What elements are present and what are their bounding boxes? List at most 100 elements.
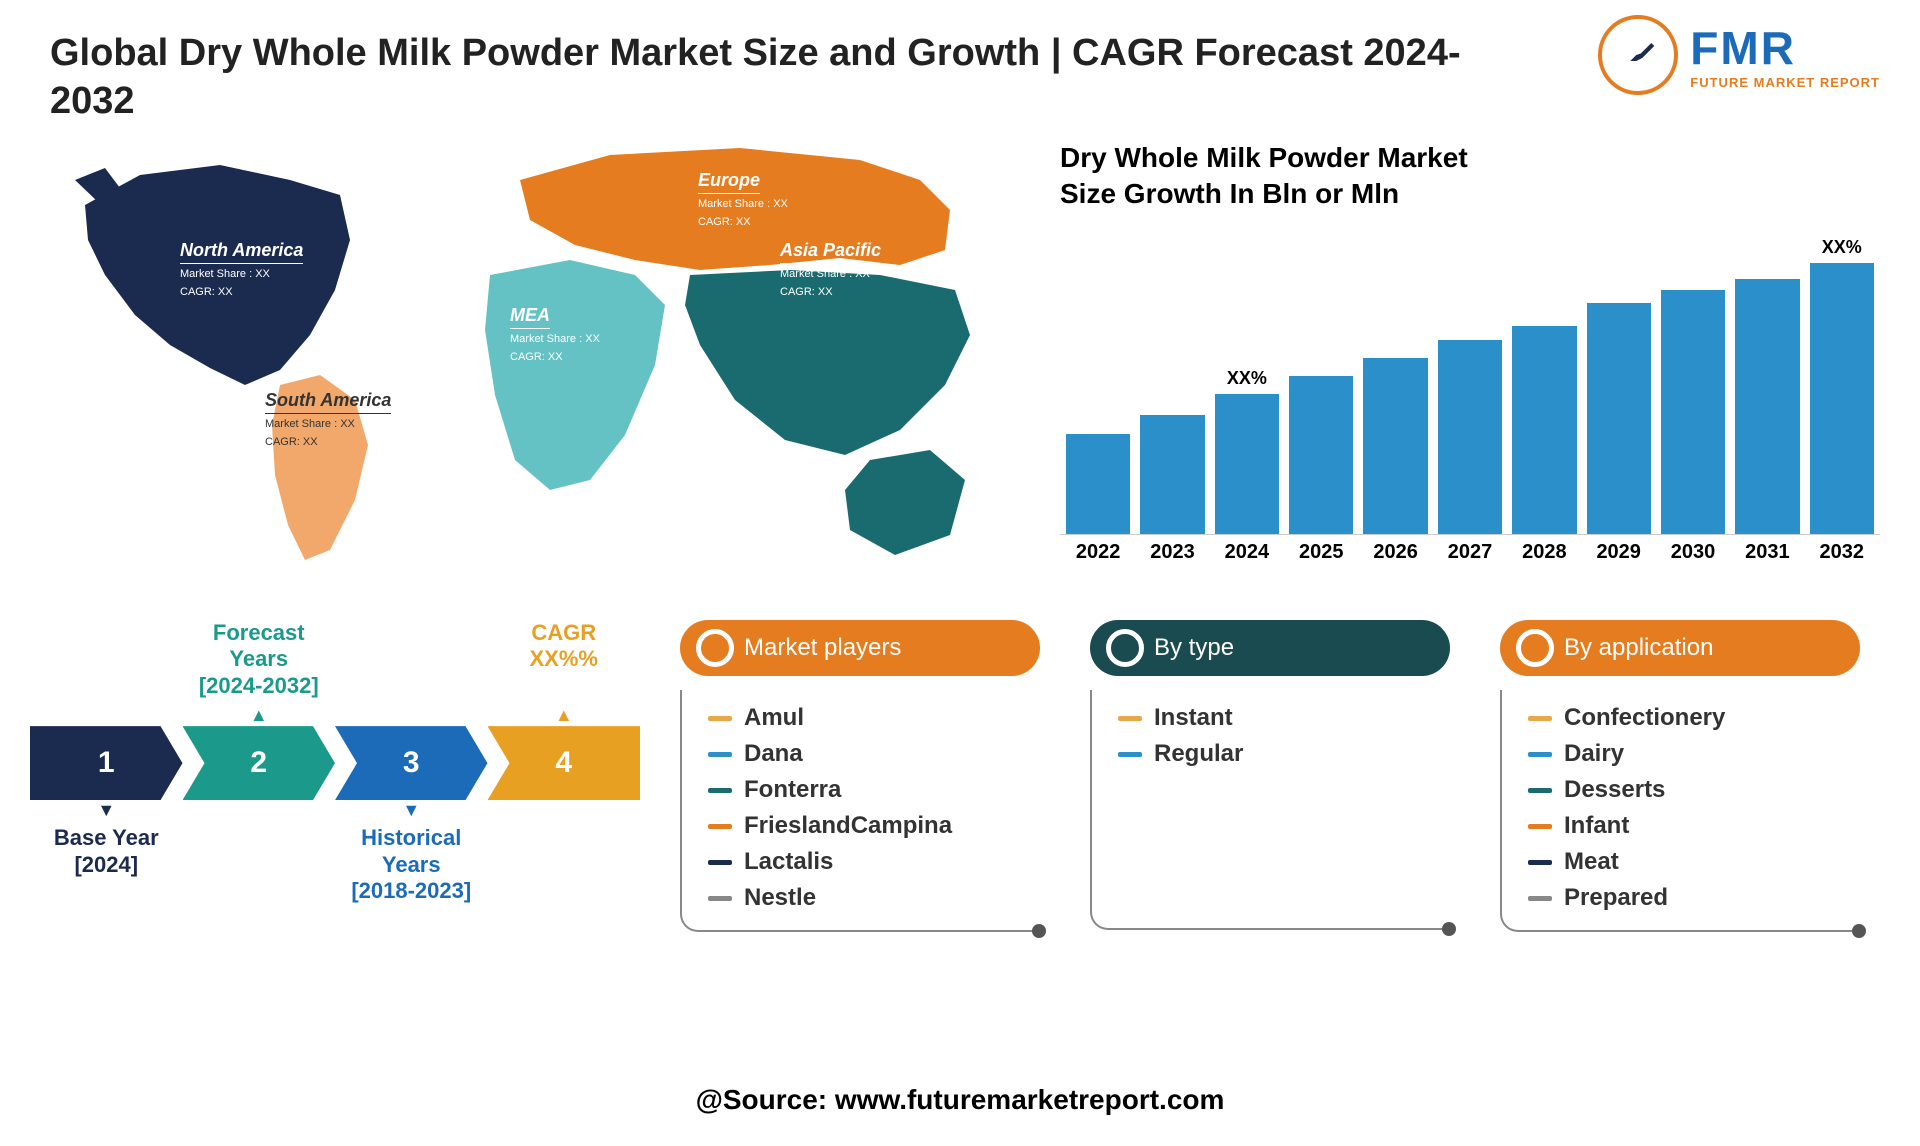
map-asia-pacific bbox=[685, 270, 970, 555]
category-marker bbox=[708, 752, 732, 757]
timeline-box: 3 bbox=[335, 726, 488, 800]
category-item: Lactalis bbox=[708, 848, 1022, 876]
category-item: Regular bbox=[1118, 740, 1432, 768]
region-cagr: CAGR: XX bbox=[698, 215, 788, 230]
category-item: Dairy bbox=[1528, 740, 1842, 768]
region-name: Asia Pacific bbox=[780, 240, 881, 264]
category-marker bbox=[1118, 752, 1142, 757]
region-share: Market Share : XX bbox=[180, 267, 303, 282]
logo-text: FMR bbox=[1690, 21, 1880, 75]
category-marker bbox=[1528, 896, 1552, 901]
category-marker bbox=[708, 788, 732, 793]
category-pill: By type bbox=[1090, 620, 1450, 676]
x-label: 2029 bbox=[1587, 541, 1651, 564]
region-share: Market Share : XX bbox=[265, 417, 391, 432]
category-item: Amul bbox=[708, 704, 1022, 732]
category-marker bbox=[1118, 716, 1142, 721]
bar-annotation: XX% bbox=[1227, 368, 1267, 390]
x-label: 2030 bbox=[1661, 541, 1725, 564]
timeline-cagr-label: CAGR XX%% bbox=[488, 620, 641, 699]
category-body: Amul Dana Fonterra FrieslandCampina Lactalis… bbox=[680, 690, 1040, 932]
category-item-label: Infant bbox=[1564, 812, 1629, 840]
category-item-label: Lactalis bbox=[744, 848, 833, 876]
category-item-label: Dairy bbox=[1564, 740, 1624, 768]
chart-x-labels: 2022202320242025202620272028202920302031… bbox=[1060, 535, 1880, 564]
category-pill: Market players bbox=[680, 620, 1040, 676]
x-label: 2024 bbox=[1215, 541, 1279, 564]
category-item: Meat bbox=[1528, 848, 1842, 876]
region-share: Market Share : XX bbox=[780, 267, 881, 282]
x-label: 2025 bbox=[1289, 541, 1353, 564]
bar-rect bbox=[1810, 263, 1874, 534]
category-item: Fonterra bbox=[708, 776, 1022, 804]
category-item-label: Amul bbox=[744, 704, 804, 732]
x-label: 2027 bbox=[1438, 541, 1502, 564]
timeline-box: 4 bbox=[488, 726, 641, 800]
region-cagr: CAGR: XX bbox=[180, 285, 303, 300]
region-share: Market Share : XX bbox=[510, 332, 600, 347]
source-attribution: @Source: www.futuremarketreport.com bbox=[0, 1084, 1920, 1116]
category-body: Instant Regular bbox=[1090, 690, 1450, 930]
chart-bar bbox=[1140, 389, 1204, 534]
timeline-base-label: Base Year [2024] bbox=[30, 825, 183, 904]
category-block: By applicationConfectioneryDairyDesserts… bbox=[1500, 620, 1860, 932]
category-item-label: Fonterra bbox=[744, 776, 841, 804]
x-label: 2023 bbox=[1140, 541, 1204, 564]
category-marker bbox=[708, 860, 732, 865]
category-item-label: FrieslandCampina bbox=[744, 812, 952, 840]
region-name: North America bbox=[180, 240, 303, 264]
chart-bar bbox=[1512, 300, 1576, 534]
timeline-box: 2 bbox=[183, 726, 336, 800]
bar-annotation: XX% bbox=[1822, 237, 1862, 259]
category-item: Desserts bbox=[1528, 776, 1842, 804]
timeline-box: 1 bbox=[30, 726, 183, 800]
bar-rect bbox=[1735, 279, 1799, 534]
map-mea bbox=[485, 260, 665, 490]
category-block: Market players Amul Dana Fonterra FrieslandC… bbox=[680, 620, 1040, 932]
region-label-sa: South America Market Share : XX CAGR: XX bbox=[265, 390, 391, 451]
category-item: Nestle bbox=[708, 884, 1022, 912]
category-item-label: Nestle bbox=[744, 884, 816, 912]
bar-rect bbox=[1140, 415, 1204, 534]
category-marker bbox=[1528, 716, 1552, 721]
category-marker bbox=[1528, 788, 1552, 793]
x-label: 2032 bbox=[1810, 541, 1874, 564]
chart-bar bbox=[1438, 314, 1502, 534]
timeline-boxes: 1234 bbox=[30, 726, 640, 800]
x-label: 2031 bbox=[1735, 541, 1799, 564]
page-title: Global Dry Whole Milk Powder Market Size… bbox=[50, 30, 1530, 125]
x-label: 2022 bbox=[1066, 541, 1130, 564]
bar-rect bbox=[1289, 376, 1353, 534]
x-label: 2026 bbox=[1363, 541, 1427, 564]
region-share: Market Share : XX bbox=[698, 197, 788, 212]
chart-bar bbox=[1661, 264, 1725, 534]
chart-bar bbox=[1735, 253, 1799, 534]
category-item-label: Prepared bbox=[1564, 884, 1668, 912]
chart-bar bbox=[1587, 277, 1651, 533]
category-marker bbox=[1528, 824, 1552, 829]
category-item-label: Instant bbox=[1154, 704, 1233, 732]
world-map: North America Market Share : XX CAGR: XX… bbox=[50, 140, 1010, 570]
region-label-ap: Asia Pacific Market Share : XX CAGR: XX bbox=[780, 240, 881, 301]
region-cagr: CAGR: XX bbox=[510, 350, 600, 365]
region-name: MEA bbox=[510, 305, 550, 329]
category-marker bbox=[708, 716, 732, 721]
category-item-label: Regular bbox=[1154, 740, 1243, 768]
region-name: South America bbox=[265, 390, 391, 414]
chart-bar bbox=[1363, 332, 1427, 534]
category-item: Instant bbox=[1118, 704, 1432, 732]
category-marker bbox=[1528, 752, 1552, 757]
chart-bars: XX% XX% bbox=[1060, 225, 1880, 535]
category-item: Confectionery bbox=[1528, 704, 1842, 732]
chart-bar: XX% bbox=[1215, 368, 1279, 534]
bar-rect bbox=[1661, 290, 1725, 534]
category-body: Confectionery Dairy Desserts Infant Meat Prep… bbox=[1500, 690, 1860, 932]
chart-bar bbox=[1066, 408, 1130, 533]
category-marker bbox=[708, 824, 732, 829]
region-label-na: North America Market Share : XX CAGR: XX bbox=[180, 240, 303, 301]
category-item-label: Confectionery bbox=[1564, 704, 1725, 732]
category-marker bbox=[1528, 860, 1552, 865]
chart-title: Dry Whole Milk Powder Market Size Growth… bbox=[1060, 140, 1480, 213]
category-item-label: Dana bbox=[744, 740, 803, 768]
bar-rect bbox=[1363, 358, 1427, 534]
